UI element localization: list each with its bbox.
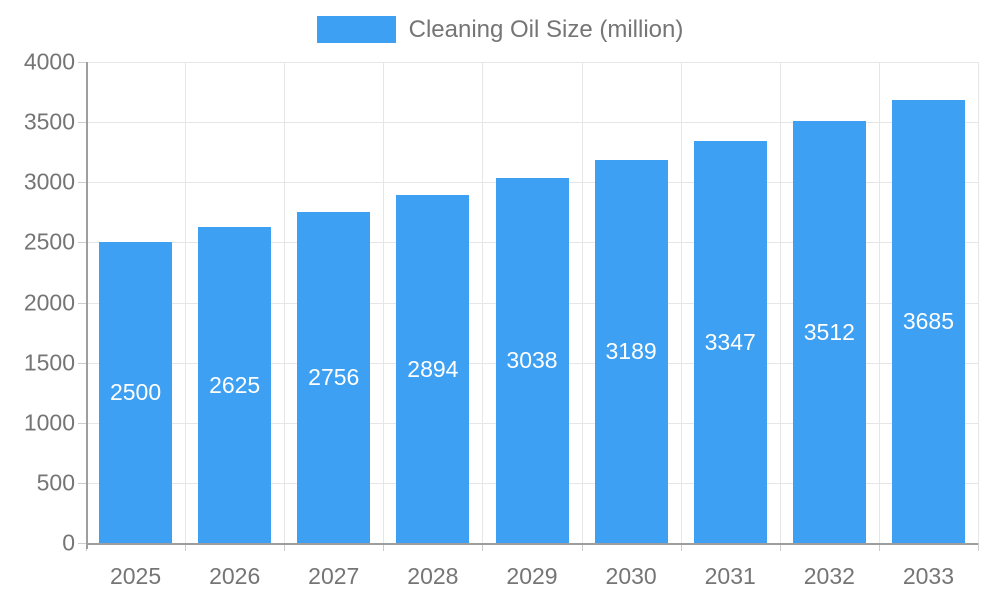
bar-2030[interactable]: 3189 [594, 160, 668, 543]
bar-value-label: 3347 [704, 328, 756, 355]
bar-value-label: 2500 [109, 379, 162, 405]
x-axis-tick-label: 2032 [803, 563, 855, 589]
x-axis-tick [779, 543, 781, 551]
x-axis-tick-label: 2031 [704, 563, 756, 589]
y-axis-tick-label: 4000 [23, 48, 75, 75]
y-axis-tick [78, 62, 86, 63]
gridline-vertical [878, 62, 880, 543]
y-axis-tick-label: 3500 [23, 108, 75, 135]
bar-2028[interactable]: 2894 [396, 195, 470, 543]
bar-2031[interactable]: 3347 [693, 141, 767, 543]
bar-value-label: 3685 [902, 308, 955, 334]
gridline-vertical [779, 62, 781, 543]
x-axis-tick-label: 2025 [109, 563, 162, 589]
gridline-vertical [284, 62, 286, 543]
x-axis-tick [581, 543, 583, 551]
x-axis-tick [878, 543, 880, 551]
x-axis-tick-label: 2026 [209, 563, 261, 589]
y-axis-tick [78, 242, 86, 244]
x-axis-tick [284, 543, 286, 551]
x-axis-tick [680, 543, 682, 551]
y-axis-tick [78, 302, 86, 304]
y-axis-tick-label: 1500 [23, 349, 75, 376]
x-axis-tick-label: 2030 [605, 563, 657, 589]
y-axis-tick [78, 482, 86, 484]
y-axis-tick-label: 2000 [23, 289, 75, 315]
gridline-vertical [581, 62, 583, 543]
gridline-vertical [680, 62, 682, 543]
y-axis-tick-label: 0 [62, 529, 75, 556]
y-axis-tick-label: 2500 [23, 228, 75, 255]
bar-2026[interactable]: 2625 [198, 227, 272, 543]
y-axis-tick [78, 543, 86, 544]
y-axis-tick [78, 422, 86, 424]
x-axis-tick [978, 543, 979, 551]
gridline-vertical [978, 62, 979, 543]
x-axis-tick-label: 2028 [407, 563, 459, 589]
y-axis-tick-label: 500 [36, 469, 75, 496]
bar-2032[interactable]: 3512 [792, 121, 866, 543]
x-axis-tick-label: 2033 [902, 563, 955, 589]
legend-swatch [316, 16, 396, 43]
bar-value-label: 2894 [407, 355, 459, 382]
y-axis-tick [78, 122, 86, 124]
gridline-horizontal [86, 122, 978, 124]
bar-2029[interactable]: 3038 [495, 178, 569, 543]
gridline-vertical [383, 62, 385, 543]
y-axis-tick-label: 1000 [23, 409, 75, 436]
x-axis-tick-label: 2029 [506, 563, 558, 589]
x-axis-tick [383, 543, 385, 551]
x-axis-tick [482, 543, 484, 551]
y-axis-tick [78, 182, 86, 184]
gridline-vertical [482, 62, 484, 543]
bar-value-label: 3189 [605, 338, 657, 364]
bar-2027[interactable]: 2756 [297, 212, 371, 543]
y-axis-tick-label: 3000 [23, 168, 75, 195]
x-axis-tick [185, 543, 187, 551]
y-axis-line [86, 62, 88, 549]
bar-value-label: 3038 [506, 347, 558, 373]
bar-2033[interactable]: 3685 [891, 100, 965, 543]
x-axis-line [86, 543, 978, 545]
chart-legend[interactable]: Cleaning Oil Size (million) [0, 16, 1000, 43]
gridline-vertical [185, 62, 187, 543]
y-axis-tick [78, 362, 86, 364]
bar-2025[interactable]: 2500 [99, 242, 173, 543]
bar-value-label: 2756 [308, 364, 360, 390]
bar-value-label: 2625 [209, 371, 261, 398]
x-axis-tick-label: 2027 [308, 563, 360, 589]
legend-label: Cleaning Oil Size (million) [408, 16, 684, 43]
bar-value-label: 3512 [803, 318, 855, 345]
gridline-horizontal [86, 62, 978, 63]
